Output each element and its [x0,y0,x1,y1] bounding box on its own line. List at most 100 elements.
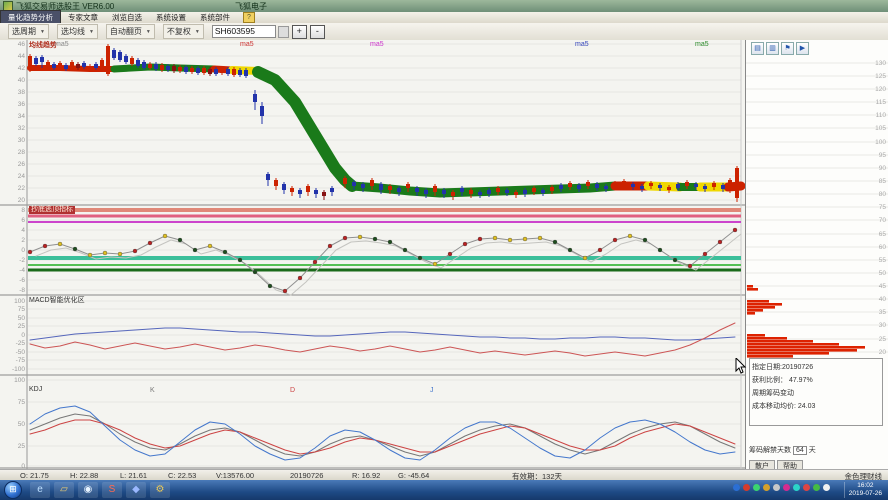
holding-days-unit: 天 [808,447,816,454]
holding-days-input[interactable]: 64 [793,445,807,455]
status-open: O: 21.75 [20,471,49,480]
start-button[interactable]: ⊞ [4,481,22,499]
svg-text:45: 45 [879,283,887,290]
toolbar: 选周期 ▼ 选均线 ▼ 自动翻页 ▼ 不复权 ▼ SH603595 + - [0,23,888,41]
svg-text:125: 125 [875,73,886,80]
svg-text:40: 40 [879,296,887,303]
titlebar-center-text: 飞狐电子 [235,2,267,11]
svg-text:-8: -8 [19,287,25,294]
svg-text:35: 35 [879,309,887,316]
tray-icon[interactable] [803,484,810,491]
svg-text:0: 0 [21,247,25,254]
svg-text:55: 55 [879,257,887,264]
tray-icon[interactable] [813,484,820,491]
svg-text:44: 44 [18,53,26,60]
chip-distribution-panel: ▤ ▥ ⚑ ▶ 130 125 120 115 110 105 100 95 90 85 80 75 7… [745,40,888,471]
svg-text:110: 110 [876,112,887,119]
svg-text:75: 75 [18,306,26,313]
svg-text:60: 60 [879,244,887,251]
svg-text:70: 70 [879,217,887,224]
ma-label: ma5 [370,41,384,48]
help-icon[interactable]: ? [243,12,255,23]
svg-text:28: 28 [18,149,26,156]
tray-icon[interactable] [793,484,800,491]
svg-text:90: 90 [879,165,887,172]
menu-item-settings[interactable]: 系统设置 [156,13,186,22]
svg-text:20: 20 [879,349,887,356]
svg-text:32: 32 [18,125,26,132]
holding-days-label: 筹码解禁天数 [749,447,791,454]
status-date: 20190726 [290,471,324,480]
svg-text:75: 75 [879,204,887,211]
chart-app-icon[interactable]: ◆ [126,482,146,498]
svg-text:30: 30 [879,322,887,329]
zoom-in-button[interactable]: + [291,24,307,39]
autopage-dropdown[interactable]: 自动翻页 ▼ [105,24,155,39]
tray-icon[interactable] [733,484,740,491]
svg-text:-25: -25 [16,340,26,347]
panel-tool-icon-1[interactable]: ▤ [751,42,764,55]
svg-text:120: 120 [875,86,886,93]
tray-icon[interactable] [753,484,760,491]
gear-icon[interactable]: ⚙ [150,482,170,498]
panel-tool-icon-2[interactable]: ▥ [766,42,779,55]
menu-item-articles[interactable]: 专家文章 [68,13,98,22]
svg-text:42: 42 [18,65,26,72]
menu-item-watchlist[interactable]: 浏览自选 [112,13,142,22]
browser-icon[interactable]: ◉ [78,482,98,498]
panel-tool-icon-4[interactable]: ▶ [796,42,809,55]
tray-icon[interactable] [763,484,770,491]
menu-item-components[interactable]: 系统部件 [200,13,230,22]
panel3-label: MACD智能优化区 [29,297,85,304]
status-close: C: 22.53 [168,471,197,480]
stock-app-icon[interactable]: S [102,482,122,498]
kdj-j-legend: J [430,387,434,394]
ma-dropdown[interactable]: 选均线 ▼ [56,24,98,39]
adjust-dropdown[interactable]: 不复权 ▼ [162,24,204,39]
svg-text:50: 50 [879,270,887,277]
svg-text:36: 36 [18,101,26,108]
svg-text:22: 22 [18,185,26,192]
panel-tool-icon-3[interactable]: ⚑ [781,42,794,55]
volume-profile-chart[interactable]: 130 125 120 115 110 105 100 95 90 85 80 75 70 65 60 55 5… [746,40,888,358]
svg-text:-100: -100 [12,366,25,373]
kdj-k-legend: K [150,387,155,394]
chart-area[interactable]: 46 44 42 40 38 36 34 32 30 28 26 24 22 20 8 6 4 2 0 -2 -4 -6-… [0,40,745,469]
mouse-cursor [735,358,747,374]
chevron-down-icon: ▼ [88,28,94,35]
svg-text:20: 20 [18,197,26,204]
tray-icon[interactable] [823,484,830,491]
system-tray [733,484,830,491]
svg-text:100: 100 [875,139,886,146]
svg-text:-6: -6 [19,277,25,284]
ma-label: ma5 [55,41,69,48]
ma-label: ma5 [695,41,709,48]
tray-icon[interactable] [773,484,780,491]
svg-text:130: 130 [875,60,886,67]
zoom-out-button[interactable]: - [309,24,325,39]
tray-icon[interactable] [743,484,750,491]
taskbar: ⊞ e ▱ ◉ S ◆ ⚙ 16:02 2019-07-26 [0,480,888,500]
svg-text:-50: -50 [16,349,26,356]
title-bar: 飞狐交易师选股王 VER6.00 飞狐电子 [0,0,888,12]
svg-text:40: 40 [18,77,26,84]
folder-icon[interactable]: ▱ [54,482,74,498]
svg-text:24: 24 [18,173,26,180]
tray-icon[interactable] [783,484,790,491]
svg-text:6: 6 [21,217,25,224]
symbol-spinner[interactable] [277,25,289,38]
tab-retail[interactable]: 散户 [749,460,775,471]
ie-icon[interactable]: e [30,482,50,498]
status-r: R: 16.92 [352,471,381,480]
svg-text:75: 75 [18,399,26,406]
chevron-down-icon: ▼ [145,28,151,35]
main-content: 46 44 42 40 38 36 34 32 30 28 26 24 22 20 8 6 4 2 0 -2 -4 -6-… [0,40,888,471]
main-chart[interactable]: 464442403836343230282624222086420-2-4-6-… [0,40,745,469]
svg-text:46: 46 [18,41,26,48]
symbol-input[interactable]: SH603595 [211,25,276,38]
period-dropdown[interactable]: 选周期 ▼ [8,24,49,39]
taskbar-clock[interactable]: 16:02 2019-07-26 [843,482,886,498]
tab-help[interactable]: 帮助 [777,460,803,471]
status-brand: 金色理财线 [844,472,883,481]
status-validity: 有效期：132天 [512,472,563,481]
